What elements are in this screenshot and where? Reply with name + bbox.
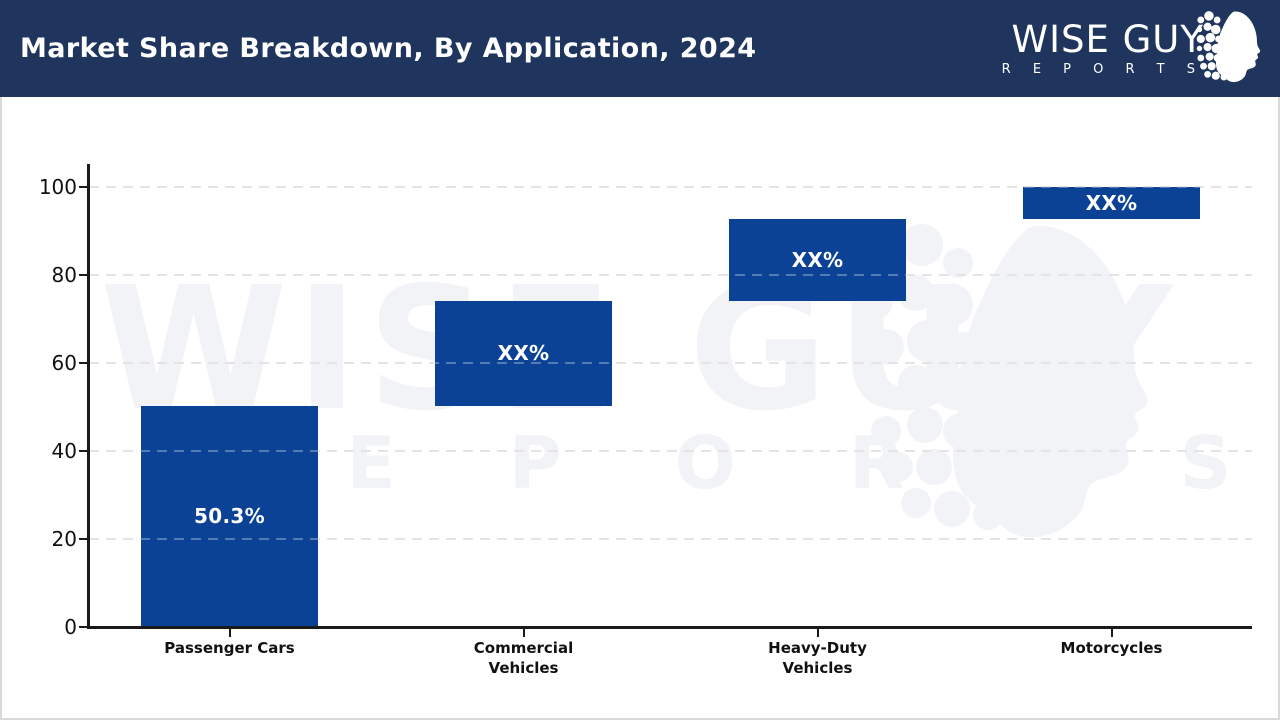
category-label: Passenger Cars bbox=[164, 639, 295, 657]
y-tick-label: 40 bbox=[51, 439, 77, 463]
category-label: Commercial Vehicles bbox=[473, 639, 574, 677]
y-tick-label: 60 bbox=[51, 351, 77, 375]
gridline bbox=[89, 274, 1252, 276]
gridline-overlay bbox=[89, 186, 1252, 188]
chart-area: WISE GU Y R E P O R T S 50.3% XX% XX% XX% 0 2… bbox=[0, 97, 1280, 720]
bar-segment: XX% bbox=[1023, 187, 1200, 220]
y-axis-line bbox=[87, 164, 90, 629]
y-tick-mark bbox=[79, 538, 87, 540]
y-tick-mark bbox=[79, 626, 87, 628]
gridline-overlay bbox=[89, 538, 1252, 540]
gridline bbox=[89, 362, 1252, 364]
bar-value-label: 50.3% bbox=[194, 504, 265, 529]
x-axis-line bbox=[87, 626, 1252, 629]
y-tick-mark bbox=[79, 450, 87, 452]
bar-segment: XX% bbox=[435, 300, 612, 406]
brand-logo: WISE GUY R E P O R T S bbox=[1002, 9, 1262, 88]
gridline bbox=[89, 450, 1252, 452]
brand-wordmark-line2: R E P O R T S bbox=[1001, 61, 1204, 77]
x-tick-mark bbox=[522, 628, 525, 637]
category-label: Motorcycles bbox=[1060, 639, 1163, 657]
bar-value-label: XX% bbox=[1085, 191, 1138, 216]
x-tick-mark bbox=[816, 628, 819, 637]
gridline bbox=[89, 538, 1252, 540]
x-tick-mark bbox=[1110, 628, 1113, 637]
bar-segment: 50.3% bbox=[141, 405, 318, 627]
y-tick-mark bbox=[79, 362, 87, 364]
header: Market Share Breakdown, By Application, … bbox=[0, 0, 1280, 97]
y-tick-label: 80 bbox=[51, 263, 77, 287]
y-tick-mark bbox=[79, 274, 87, 276]
plot: 50.3% XX% XX% XX% 0 20 40 60 80 100 Passenger Cars… bbox=[0, 97, 1280, 720]
gridline-overlay bbox=[89, 450, 1252, 452]
page-title: Market Share Breakdown, By Application, … bbox=[20, 33, 757, 64]
bar-value-label: XX% bbox=[497, 341, 550, 366]
gridline-overlay bbox=[89, 274, 1252, 276]
brand-wordmark-line1: WISE GUY bbox=[1011, 17, 1204, 61]
gridline-overlay bbox=[89, 362, 1252, 364]
y-tick-label: 20 bbox=[51, 527, 77, 551]
gridline bbox=[89, 186, 1252, 188]
y-tick-label: 100 bbox=[38, 175, 77, 199]
category-label: Heavy-Duty Vehicles bbox=[768, 639, 867, 677]
x-tick-mark bbox=[228, 628, 231, 637]
bar-value-label: XX% bbox=[791, 247, 844, 272]
bar-segment: XX% bbox=[729, 219, 906, 301]
y-tick-mark bbox=[79, 186, 87, 188]
y-tick-label: 0 bbox=[64, 615, 77, 639]
brand-face-icon bbox=[1196, 11, 1261, 83]
brand-wordmark: WISE GUY R E P O R T S bbox=[1002, 21, 1204, 77]
